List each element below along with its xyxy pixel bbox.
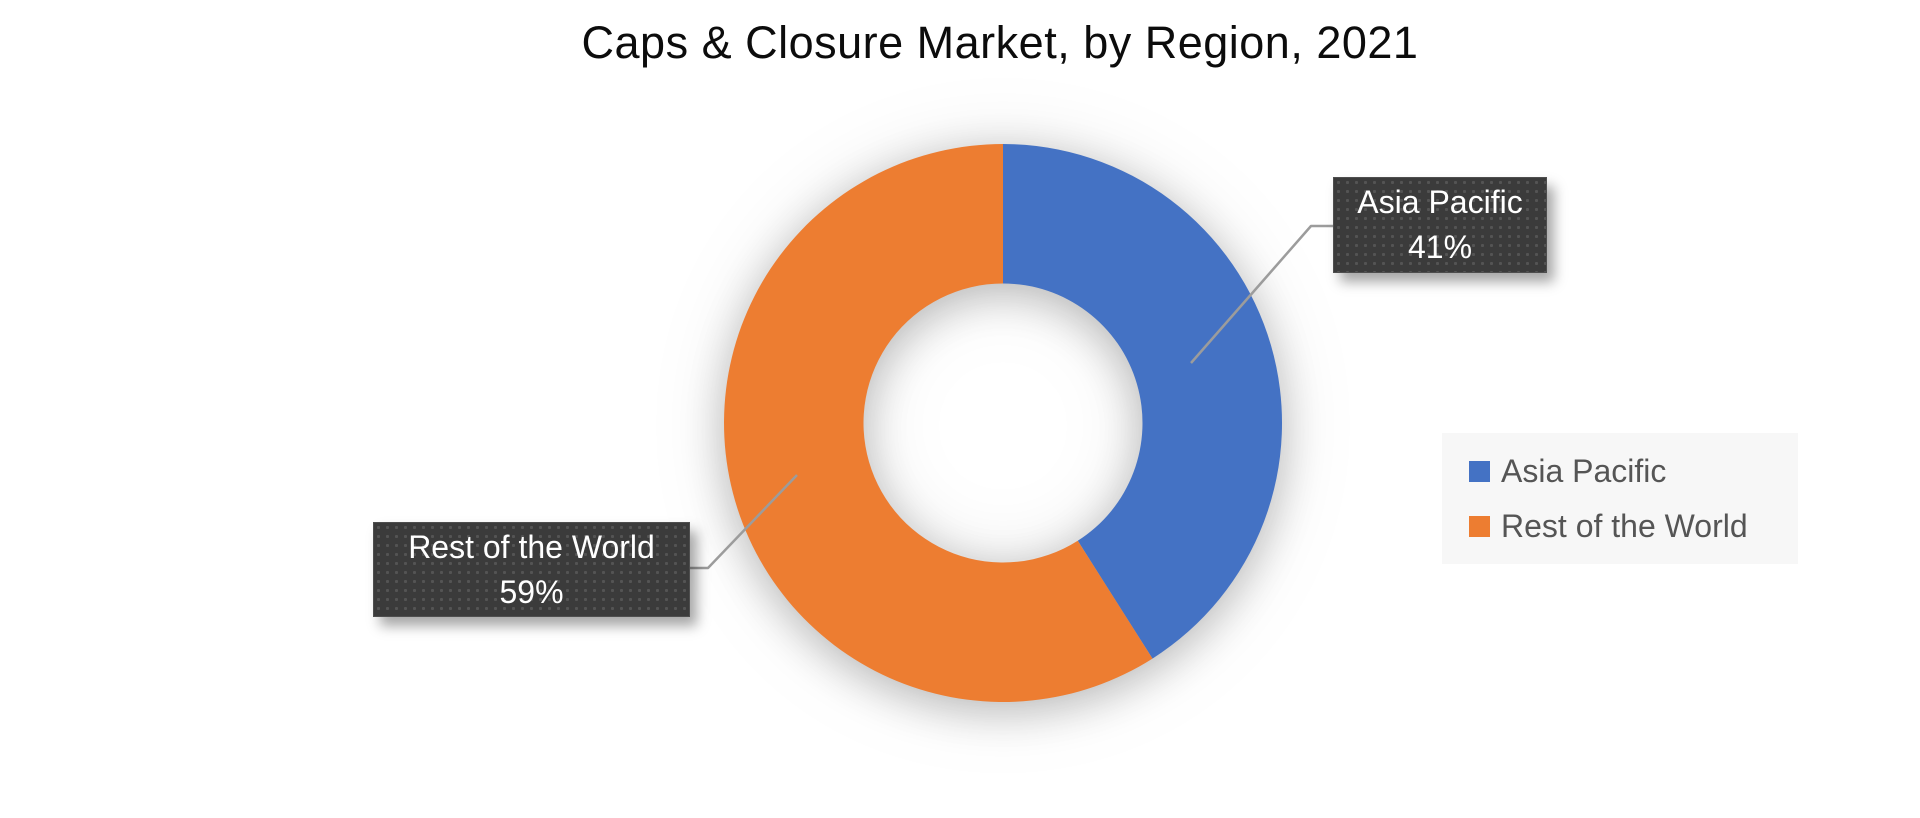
callout-rest-of-world: Rest of the World 59%	[373, 522, 690, 617]
legend: Asia Pacific Rest of the World	[1442, 433, 1798, 564]
callout-asia-pacific-value: 41%	[1407, 229, 1473, 265]
chart-title: Caps & Closure Market, by Region, 2021	[581, 17, 1419, 68]
legend-item-rest-of-world: Rest of the World	[1469, 508, 1798, 545]
legend-swatch-rest-of-world-icon	[1469, 515, 1490, 537]
callout-rest-of-world-value: 59%	[499, 573, 564, 610]
callout-rest-of-world-label: Rest of the World	[408, 528, 655, 565]
donut-segment-rest-of-the-world	[724, 144, 1153, 702]
legend-label-rest-of-world: Rest of the World	[1501, 507, 1748, 544]
leader-line-asia-pacific	[1190, 224, 1333, 364]
leader-line-rest-of-world	[690, 474, 798, 570]
legend-swatch-asia-pacific-icon	[1469, 460, 1490, 482]
donut-segment-asia-pacific	[1003, 144, 1283, 659]
callout-asia-pacific-label: Asia Pacific	[1357, 184, 1523, 220]
legend-item-asia-pacific: Asia Pacific	[1469, 453, 1798, 490]
legend-label-asia-pacific: Asia Pacific	[1501, 452, 1667, 489]
callout-asia-pacific: Asia Pacific 41%	[1333, 177, 1547, 273]
donut-ring	[724, 144, 1283, 702]
